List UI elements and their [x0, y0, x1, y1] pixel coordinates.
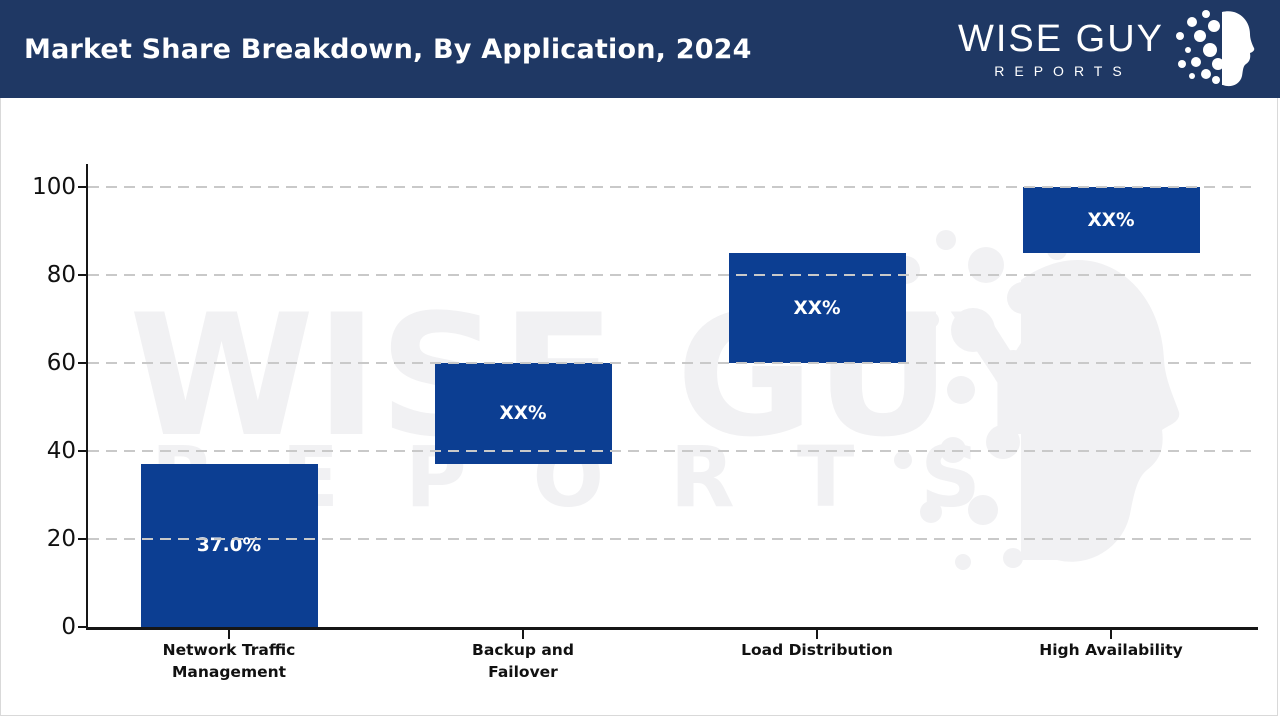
chart-area: WISE GUY REPORTS — [0, 98, 1278, 716]
chart-title: Market Share Breakdown, By Application, … — [24, 33, 752, 65]
logo-head-icon — [1176, 10, 1255, 87]
header: Market Share Breakdown, By Application, … — [0, 0, 1280, 98]
logo-text-wiseguy: WISE GUY — [957, 18, 1164, 60]
logo-wordmark: WISE GUY REPORTS — [958, 20, 1164, 78]
logo-text-reports: REPORTS — [994, 63, 1132, 79]
watermark-head-icon — [879, 225, 1180, 570]
wiseguy-logo: WISE GUY REPORTS — [958, 6, 1256, 92]
